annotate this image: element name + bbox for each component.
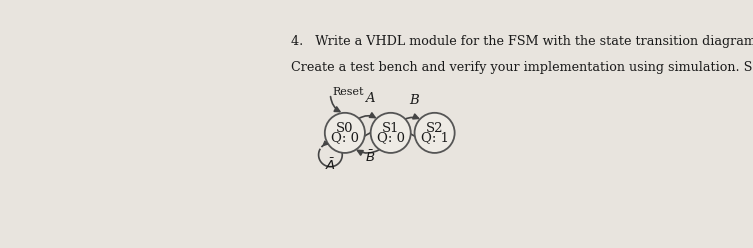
Text: $\bar{B}$: $\bar{B}$ [364, 150, 375, 165]
Text: Reset: Reset [332, 87, 364, 97]
Text: $\bar{A}$: $\bar{A}$ [325, 157, 336, 173]
Text: 4.   Write a VHDL module for the FSM with the state transition diagram given in : 4. Write a VHDL module for the FSM with … [291, 34, 753, 48]
Circle shape [325, 113, 365, 153]
Text: S2: S2 [426, 122, 444, 135]
Text: Create a test bench and verify your implementation using simulation. Save the ou: Create a test bench and verify your impl… [291, 61, 753, 74]
Text: S0: S0 [336, 122, 354, 135]
Text: B: B [410, 94, 419, 107]
Text: Q: 0: Q: 0 [331, 131, 359, 144]
Text: Q: 1: Q: 1 [421, 131, 449, 144]
Text: S1: S1 [382, 122, 399, 135]
Text: A: A [365, 92, 374, 105]
Circle shape [370, 113, 410, 153]
Text: Q: 0: Q: 0 [376, 131, 404, 144]
Circle shape [415, 113, 455, 153]
